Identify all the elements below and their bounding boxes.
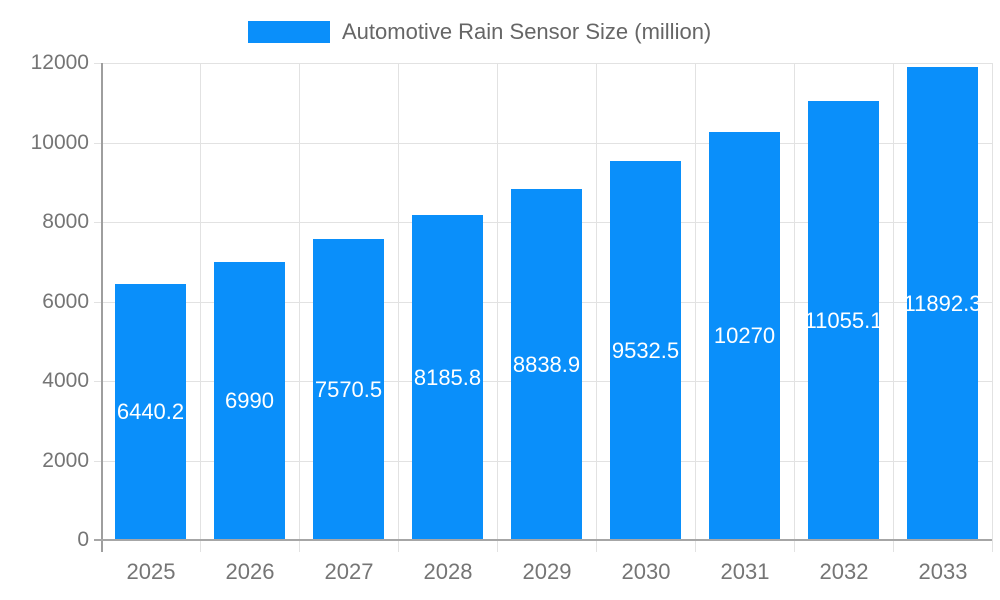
bar-value-label: 9532.5 [611, 337, 680, 363]
bar-value-label: 8838.9 [512, 351, 581, 377]
bar-2030: 9532.5 [610, 161, 681, 540]
plot-area: 6440.2 6990 7570.5 8185.8 8838.9 9532.5 10270 1… [94, 63, 993, 552]
x-tick-label: 2032 [819, 559, 869, 584]
gridline-vertical [596, 63, 597, 552]
bar-value-label: 8185.8 [413, 364, 482, 390]
gridline-vertical [695, 63, 696, 552]
bar-2031: 10270 [709, 132, 780, 540]
x-tick-label: 2028 [423, 559, 473, 584]
y-tick-label: 0 [77, 528, 89, 551]
bar-value-label: 6440.2 [116, 399, 185, 424]
bar-2027: 7570.5 [313, 239, 384, 540]
x-tick-label: 2033 [918, 559, 968, 584]
y-tick-label: 6000 [42, 290, 89, 313]
bar-2032: 11055.1 [808, 101, 879, 540]
bar-2028: 8185.8 [412, 215, 483, 540]
bar-value-label: 6990 [225, 388, 274, 413]
y-tick-label: 8000 [42, 210, 89, 233]
bar-value-label: 11055.1 [808, 307, 879, 333]
y-tick-label: 12000 [30, 51, 89, 74]
gridline-vertical [992, 63, 993, 552]
gridline-horizontal [94, 63, 992, 64]
x-tick-label: 2031 [720, 559, 770, 584]
x-axis-line [94, 539, 992, 541]
x-tick-label: 2025 [126, 559, 176, 584]
bar-value-label: 7570.5 [314, 376, 383, 402]
y-tick-label: 10000 [30, 131, 89, 154]
gridline-vertical [398, 63, 399, 552]
gridline-vertical [794, 63, 795, 552]
bar-value-label: 10270 [713, 323, 776, 348]
gridline-horizontal [94, 143, 992, 144]
y-tick-label: 2000 [42, 449, 89, 472]
gridline-vertical [299, 63, 300, 552]
legend-item[interactable]: Automotive Rain Sensor Size (million) [248, 19, 711, 45]
x-tick-label: 2027 [324, 559, 374, 584]
x-tick-label: 2030 [621, 559, 671, 584]
bar-2033: 11892.3 [907, 67, 978, 540]
x-tick-label: 2029 [522, 559, 572, 584]
gridline-vertical [200, 63, 201, 552]
x-tick-label: 2026 [225, 559, 275, 584]
bar-value-label: 11892.3 [907, 290, 978, 316]
bar-2026: 6990 [214, 262, 285, 540]
y-axis-line [101, 63, 103, 552]
gridline-vertical [497, 63, 498, 552]
bar-2025: 6440.2 [115, 284, 186, 540]
gridline-vertical [893, 63, 894, 552]
legend-label: Automotive Rain Sensor Size (million) [342, 19, 712, 44]
bar-2029: 8838.9 [511, 189, 582, 540]
legend-swatch [248, 21, 330, 43]
y-tick-label: 4000 [42, 369, 89, 392]
